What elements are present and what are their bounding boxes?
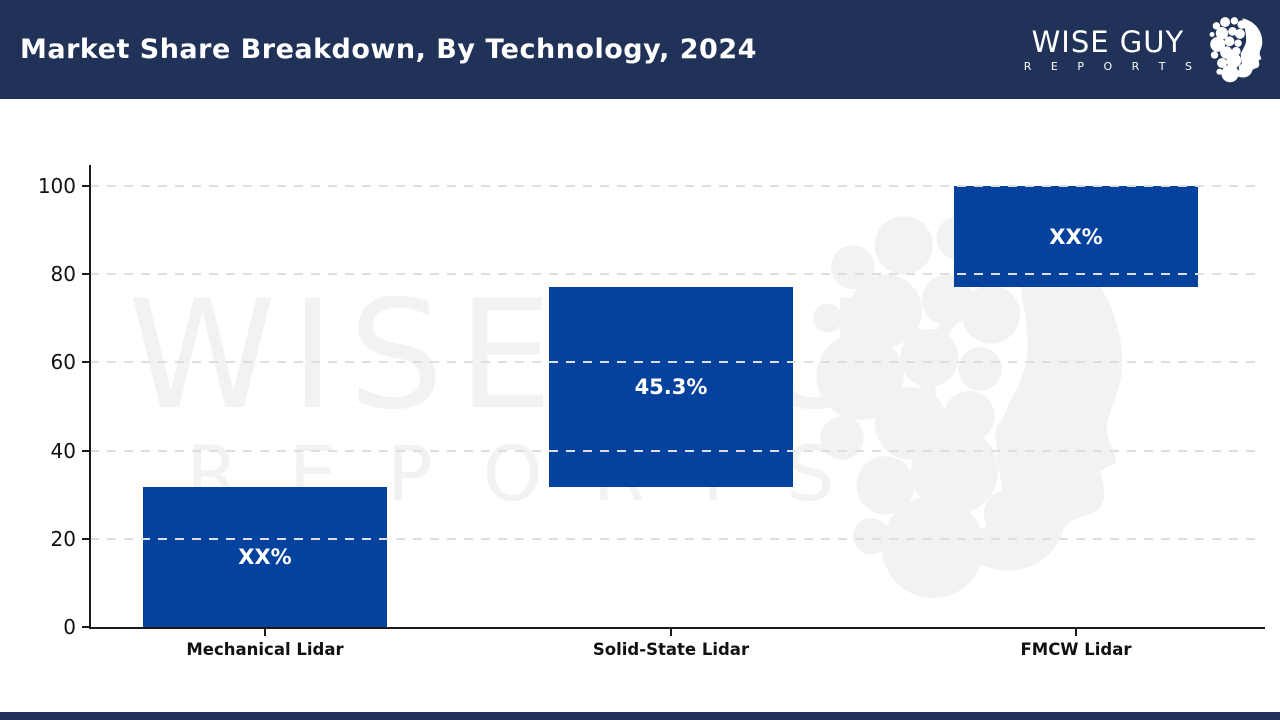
bar-segment: [549, 287, 793, 488]
x-axis-line: [89, 627, 1265, 629]
x-tick-mark: [264, 629, 266, 636]
plot-region: 0 20 40 60 80 100 XX% Mechanical Lidar 45.3% Soli…: [0, 99, 1280, 712]
gridline-100: [90, 185, 1263, 187]
wise-guy-logo: WISE GUY R E P O R T S: [1016, 7, 1266, 93]
y-tick-label: 20: [50, 526, 76, 551]
x-tick-mark: [670, 629, 672, 636]
x-category-label: Solid-State Lidar: [592, 640, 750, 659]
header-bar: Market Share Breakdown, By Technology, 2…: [0, 0, 1280, 99]
footer-bar: [0, 712, 1280, 720]
y-axis-line: [89, 165, 91, 629]
x-tick-mark: [1075, 629, 1077, 636]
logo-wordmark: WISE GUY: [1031, 25, 1185, 59]
y-tick-label: 40: [50, 438, 76, 463]
bar-segment: [954, 186, 1198, 288]
chart-canvas: WISE GUY REPORTS 0 20 40 60 80 100 XX% Mechanic…: [0, 99, 1280, 712]
y-tick-mark: [82, 361, 90, 364]
x-category-label: FMCW Lidar: [1020, 640, 1132, 659]
gridline-40: [90, 449, 1263, 452]
y-tick-label: 0: [63, 615, 76, 639]
gridline-80: [90, 273, 1263, 276]
bar-segment: [143, 487, 387, 627]
y-tick-mark: [82, 273, 90, 276]
y-tick-mark: [82, 626, 90, 628]
x-category-label: Mechanical Lidar: [186, 640, 344, 659]
page-title: Market Share Breakdown, By Technology, 2…: [20, 34, 757, 65]
y-tick-mark: [82, 449, 90, 452]
gridline-60: [90, 361, 1263, 364]
gridline-20: [90, 537, 1263, 540]
y-tick-mark: [82, 537, 90, 540]
y-tick-label: 80: [50, 262, 76, 287]
y-tick-mark: [82, 185, 90, 187]
y-tick-label: 60: [50, 350, 76, 375]
logo-face-icon: [1204, 10, 1266, 90]
y-tick-label: 100: [37, 174, 76, 198]
bar-value-label: 45.3%: [634, 375, 708, 400]
bar-value-label: XX%: [238, 545, 292, 570]
logo-subtext: R E P O R T S: [1023, 60, 1200, 73]
logo-text: WISE GUY R E P O R T S: [1016, 27, 1200, 73]
bar-value-label: XX%: [1049, 224, 1103, 249]
